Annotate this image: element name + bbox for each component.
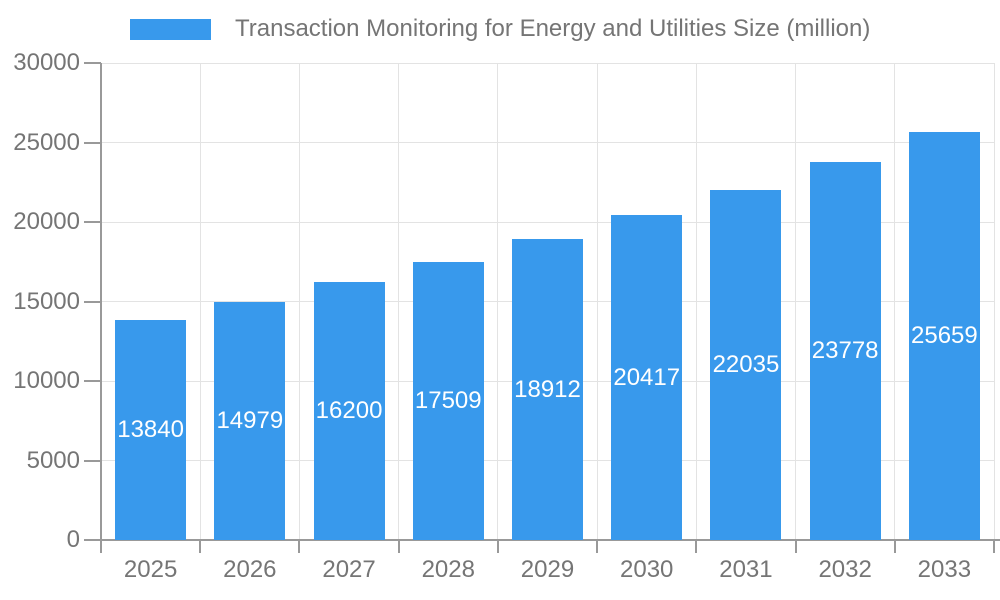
bar: 16200 — [313, 282, 385, 540]
bar: 22035 — [710, 189, 782, 540]
gridline-vertical — [795, 63, 797, 540]
gridline-vertical — [695, 63, 697, 540]
y-axis-label: 5000 — [26, 446, 80, 474]
gridline-horizontal — [101, 62, 994, 64]
bar: 25659 — [908, 132, 980, 540]
x-axis-tick — [199, 540, 202, 553]
x-axis-line — [100, 539, 1000, 541]
gridline-vertical — [497, 63, 499, 540]
bar-value-label: 25659 — [911, 322, 978, 349]
bar-value-label: 20417 — [613, 363, 681, 391]
bar-value-label: 14979 — [216, 406, 284, 434]
y-axis-tick — [84, 459, 101, 462]
x-axis-tick — [298, 540, 301, 553]
y-axis-tick — [84, 300, 101, 303]
x-axis-label: 2032 — [818, 556, 872, 583]
gridline-vertical — [993, 63, 995, 540]
x-axis-label: 2031 — [719, 556, 773, 583]
x-axis-label: 2026 — [223, 556, 277, 583]
bar-value-label: 22035 — [712, 350, 780, 378]
bar-value-label: 17509 — [414, 386, 482, 414]
gridline-vertical — [199, 63, 201, 540]
y-axis-tick — [84, 539, 101, 541]
gridline-vertical — [398, 63, 400, 540]
x-axis-tick — [993, 540, 995, 553]
x-axis-tick — [794, 540, 797, 553]
gridline-horizontal — [101, 142, 994, 143]
bar-value-label: 23778 — [811, 336, 879, 364]
x-axis-tick — [893, 540, 896, 553]
bar-value-label: 13840 — [117, 415, 184, 443]
bar: 17509 — [412, 261, 484, 540]
x-axis-label: 2030 — [620, 556, 674, 583]
x-axis-tick — [496, 540, 499, 553]
bar-value-label: 16200 — [315, 397, 383, 425]
bar: 20417 — [611, 215, 683, 540]
y-axis-tick — [84, 221, 101, 223]
y-axis-line — [100, 63, 102, 553]
x-axis-tick — [397, 540, 400, 553]
x-axis-tick — [695, 540, 698, 553]
x-axis-tick — [596, 540, 599, 553]
chart-legend[interactable]: Transaction Monitoring for Energy and Ut… — [130, 15, 871, 42]
y-axis-tick — [84, 380, 101, 382]
gridline-vertical — [298, 63, 300, 540]
bar-value-label: 18912 — [514, 375, 581, 403]
gridline-vertical — [894, 63, 896, 540]
x-axis-label: 2027 — [322, 556, 376, 583]
bar: 18912 — [512, 239, 583, 540]
x-axis-label: 2025 — [123, 556, 178, 583]
bar: 23778 — [809, 161, 881, 540]
y-axis-label: 20000 — [13, 208, 80, 235]
y-axis-label: 30000 — [13, 49, 80, 76]
y-axis-label: 10000 — [13, 367, 80, 394]
y-axis-label: 25000 — [13, 128, 80, 156]
x-axis-label: 2029 — [520, 556, 575, 583]
y-axis-tick — [84, 141, 101, 144]
legend-label: Transaction Monitoring for Energy and Ut… — [235, 15, 871, 42]
bar: 13840 — [115, 319, 187, 540]
y-axis-label: 0 — [66, 526, 80, 553]
x-axis-label: 2033 — [917, 556, 972, 583]
y-axis-label: 15000 — [13, 287, 80, 315]
legend-swatch-icon — [130, 18, 211, 40]
bar: 14979 — [214, 301, 286, 540]
x-axis-label: 2028 — [421, 556, 475, 583]
gridline-horizontal — [101, 221, 994, 223]
gridline-vertical — [596, 63, 598, 540]
y-axis-tick — [84, 62, 101, 64]
